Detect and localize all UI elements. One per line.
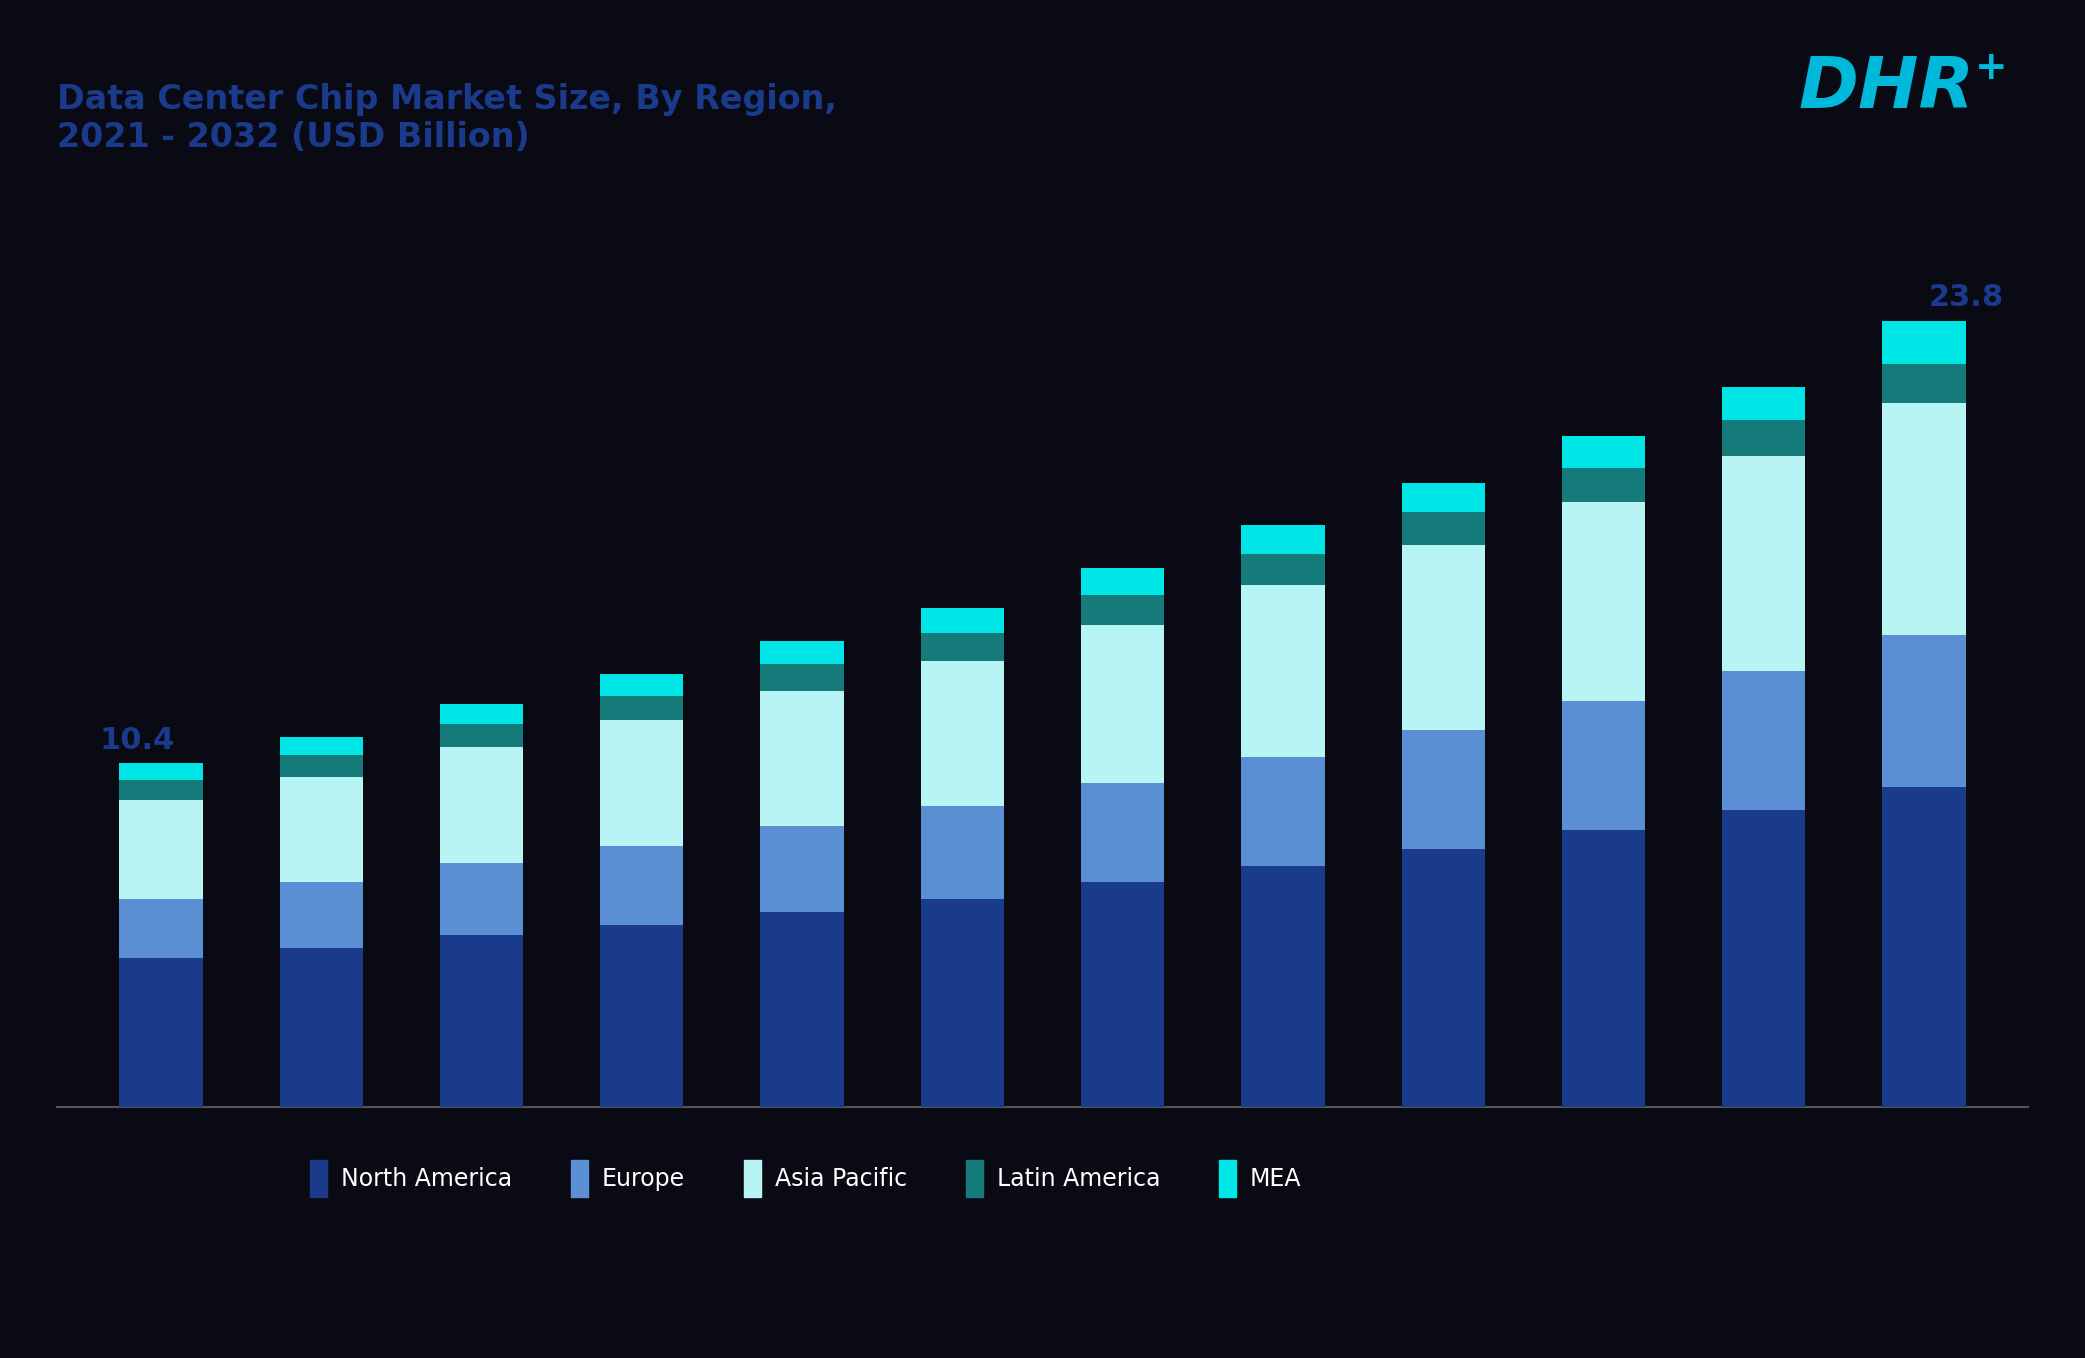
Bar — [1401, 546, 1485, 731]
Bar — [1722, 387, 1806, 420]
Bar — [279, 777, 363, 883]
Bar — [119, 899, 202, 959]
Bar — [119, 763, 202, 779]
Bar — [440, 936, 523, 1107]
Bar — [119, 779, 202, 800]
Bar — [1722, 809, 1806, 1107]
Bar — [1241, 866, 1324, 1107]
Bar — [761, 664, 844, 691]
Bar — [1401, 482, 1485, 512]
Bar — [1562, 830, 1645, 1107]
Bar — [1722, 456, 1806, 671]
Bar — [119, 800, 202, 899]
Bar — [1722, 671, 1806, 809]
Bar — [922, 899, 1005, 1107]
Bar — [279, 737, 363, 755]
Bar — [1080, 569, 1163, 595]
Bar — [922, 633, 1005, 661]
Bar — [1080, 595, 1163, 625]
Bar — [1883, 634, 1966, 786]
Bar — [1562, 502, 1645, 701]
Bar — [761, 691, 844, 826]
Bar — [1722, 420, 1806, 456]
Text: Data Center Chip Market Size, By Region,
2021 - 2032 (USD Billion): Data Center Chip Market Size, By Region,… — [56, 83, 836, 153]
Bar — [1241, 526, 1324, 554]
Bar — [1401, 849, 1485, 1107]
Bar — [1080, 625, 1163, 784]
Bar — [1080, 784, 1163, 883]
Bar — [600, 674, 684, 695]
Bar — [279, 883, 363, 948]
Bar — [600, 846, 684, 925]
Bar — [279, 755, 363, 777]
Bar — [761, 641, 844, 664]
Bar — [761, 913, 844, 1107]
Text: DHR: DHR — [1799, 54, 1974, 122]
Legend: North America, Europe, Asia Pacific, Latin America, MEA: North America, Europe, Asia Pacific, Lat… — [300, 1152, 1311, 1206]
Bar — [440, 862, 523, 936]
Bar — [440, 747, 523, 862]
Bar — [1562, 701, 1645, 830]
Bar — [600, 721, 684, 846]
Bar — [1401, 731, 1485, 849]
Bar — [1562, 436, 1645, 467]
Bar — [1401, 512, 1485, 546]
Text: 23.8: 23.8 — [1929, 284, 2004, 312]
Text: +: + — [1974, 49, 2008, 87]
Bar — [922, 807, 1005, 899]
Bar — [119, 959, 202, 1107]
Bar — [1883, 786, 1966, 1107]
Bar — [1241, 554, 1324, 585]
Text: 10.4: 10.4 — [100, 727, 175, 755]
Bar — [440, 724, 523, 747]
Bar — [1241, 756, 1324, 866]
Bar — [1883, 320, 1966, 364]
Bar — [1562, 467, 1645, 502]
Bar — [1241, 585, 1324, 756]
Bar — [440, 703, 523, 724]
Bar — [1883, 364, 1966, 403]
Bar — [600, 925, 684, 1107]
Bar — [922, 661, 1005, 807]
Bar — [922, 608, 1005, 633]
Bar — [761, 826, 844, 913]
Bar — [1883, 403, 1966, 634]
Bar — [600, 695, 684, 721]
Bar — [279, 948, 363, 1107]
Bar — [1080, 883, 1163, 1107]
